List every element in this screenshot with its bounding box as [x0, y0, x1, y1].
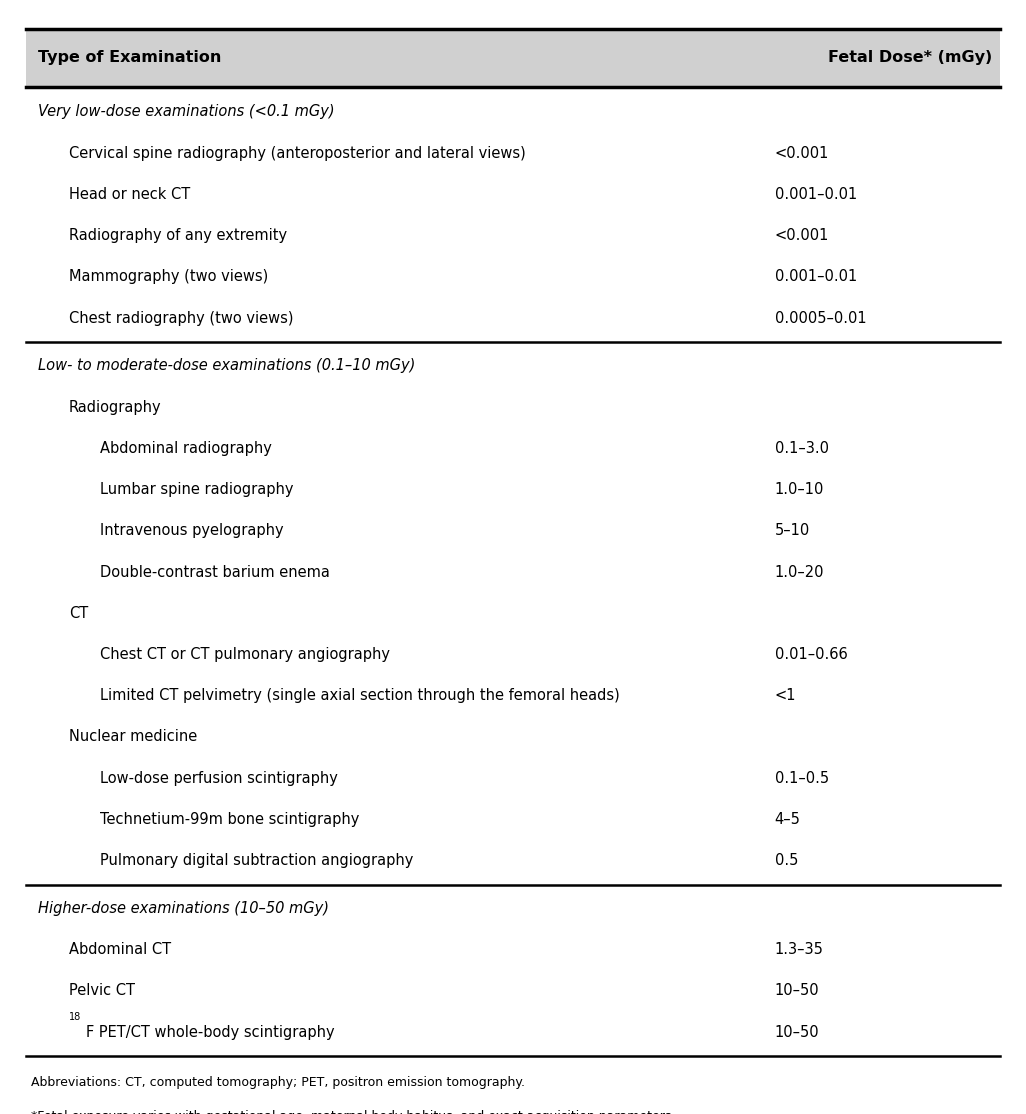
Text: 10–50: 10–50 [775, 1025, 819, 1039]
Text: CT: CT [69, 606, 88, 620]
Text: Very low-dose examinations (<0.1 mGy): Very low-dose examinations (<0.1 mGy) [38, 105, 334, 119]
Text: *Fetal exposure varies with gestational age, maternal body habitus, and exact ac: *Fetal exposure varies with gestational … [31, 1110, 675, 1114]
Text: 5–10: 5–10 [775, 524, 810, 538]
Text: 0.0005–0.01: 0.0005–0.01 [775, 311, 866, 325]
Text: Abbreviations: CT, computed tomography; PET, positron emission tomography.: Abbreviations: CT, computed tomography; … [31, 1076, 524, 1089]
Text: 0.5: 0.5 [775, 853, 798, 868]
Text: Abdominal radiography: Abdominal radiography [100, 441, 272, 456]
Text: Pulmonary digital subtraction angiography: Pulmonary digital subtraction angiograph… [100, 853, 412, 868]
Text: Low- to moderate-dose examinations (0.1–10 mGy): Low- to moderate-dose examinations (0.1–… [38, 359, 416, 373]
Text: <1: <1 [775, 688, 796, 703]
Text: Cervical spine radiography (anteroposterior and lateral views): Cervical spine radiography (anteroposter… [69, 146, 525, 160]
Text: Technetium-99m bone scintigraphy: Technetium-99m bone scintigraphy [100, 812, 359, 827]
Text: Head or neck CT: Head or neck CT [69, 187, 190, 202]
Text: 0.01–0.66: 0.01–0.66 [775, 647, 847, 662]
Text: Mammography (two views): Mammography (two views) [69, 270, 268, 284]
Text: <0.001: <0.001 [775, 228, 829, 243]
Text: 4–5: 4–5 [775, 812, 800, 827]
Text: Nuclear medicine: Nuclear medicine [69, 730, 197, 744]
Text: Double-contrast barium enema: Double-contrast barium enema [100, 565, 329, 579]
Text: Limited CT pelvimetry (single axial section through the femoral heads): Limited CT pelvimetry (single axial sect… [100, 688, 620, 703]
Text: Type of Examination: Type of Examination [38, 50, 222, 66]
Text: Intravenous pyelography: Intravenous pyelography [100, 524, 283, 538]
Text: F PET/CT whole-body scintigraphy: F PET/CT whole-body scintigraphy [86, 1025, 334, 1039]
Text: 1.0–20: 1.0–20 [775, 565, 824, 579]
Text: 0.001–0.01: 0.001–0.01 [775, 187, 857, 202]
Text: Chest radiography (two views): Chest radiography (two views) [69, 311, 293, 325]
Text: Chest CT or CT pulmonary angiography: Chest CT or CT pulmonary angiography [100, 647, 390, 662]
Text: 10–50: 10–50 [775, 984, 819, 998]
Text: 1.0–10: 1.0–10 [775, 482, 824, 497]
Text: Fetal Dose* (mGy): Fetal Dose* (mGy) [828, 50, 992, 66]
Text: Radiography: Radiography [69, 400, 161, 414]
Text: Pelvic CT: Pelvic CT [69, 984, 134, 998]
Text: 0.001–0.01: 0.001–0.01 [775, 270, 857, 284]
Text: 1.3–35: 1.3–35 [775, 942, 824, 957]
Text: Low-dose perfusion scintigraphy: Low-dose perfusion scintigraphy [100, 771, 338, 785]
Text: 0.1–0.5: 0.1–0.5 [775, 771, 829, 785]
Text: Higher-dose examinations (10–50 mGy): Higher-dose examinations (10–50 mGy) [38, 901, 329, 916]
Text: Abdominal CT: Abdominal CT [69, 942, 171, 957]
Text: Lumbar spine radiography: Lumbar spine radiography [100, 482, 293, 497]
Text: 0.1–3.0: 0.1–3.0 [775, 441, 829, 456]
Bar [26, 29, 1000, 87]
Text: <0.001: <0.001 [775, 146, 829, 160]
Text: 18: 18 [69, 1013, 81, 1023]
Text: Radiography of any extremity: Radiography of any extremity [69, 228, 287, 243]
